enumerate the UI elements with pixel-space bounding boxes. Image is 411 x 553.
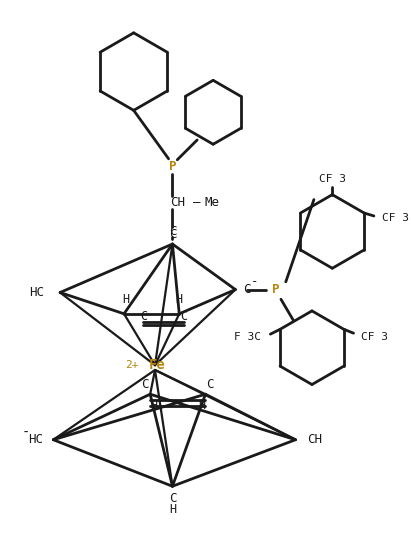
Text: 2+: 2+: [125, 360, 139, 370]
Text: H: H: [150, 399, 157, 413]
Text: -: -: [251, 275, 259, 288]
Text: Fe: Fe: [148, 358, 165, 372]
Text: H: H: [122, 293, 129, 306]
Text: F 3C: F 3C: [234, 332, 261, 342]
Text: —: —: [193, 196, 201, 209]
Text: CF 3: CF 3: [361, 332, 388, 342]
Text: CH: CH: [307, 433, 322, 446]
Text: H: H: [175, 293, 183, 306]
Text: C: C: [169, 492, 176, 505]
Text: C: C: [141, 378, 149, 391]
Text: -: -: [22, 426, 30, 440]
Text: C: C: [169, 225, 176, 238]
Text: HC: HC: [30, 286, 44, 299]
Text: C: C: [180, 310, 188, 323]
Text: P: P: [272, 283, 280, 296]
Text: CF 3: CF 3: [382, 213, 409, 223]
Text: P: P: [169, 160, 176, 173]
Text: C: C: [243, 283, 251, 296]
Text: CH: CH: [171, 196, 185, 209]
Text: H: H: [198, 399, 205, 413]
Text: Me: Me: [205, 196, 219, 209]
Text: H: H: [169, 503, 176, 516]
Text: C: C: [169, 228, 176, 241]
Text: CF 3: CF 3: [319, 174, 346, 184]
Text: C: C: [140, 310, 147, 323]
Text: HC: HC: [29, 433, 44, 446]
Text: C: C: [206, 378, 214, 391]
